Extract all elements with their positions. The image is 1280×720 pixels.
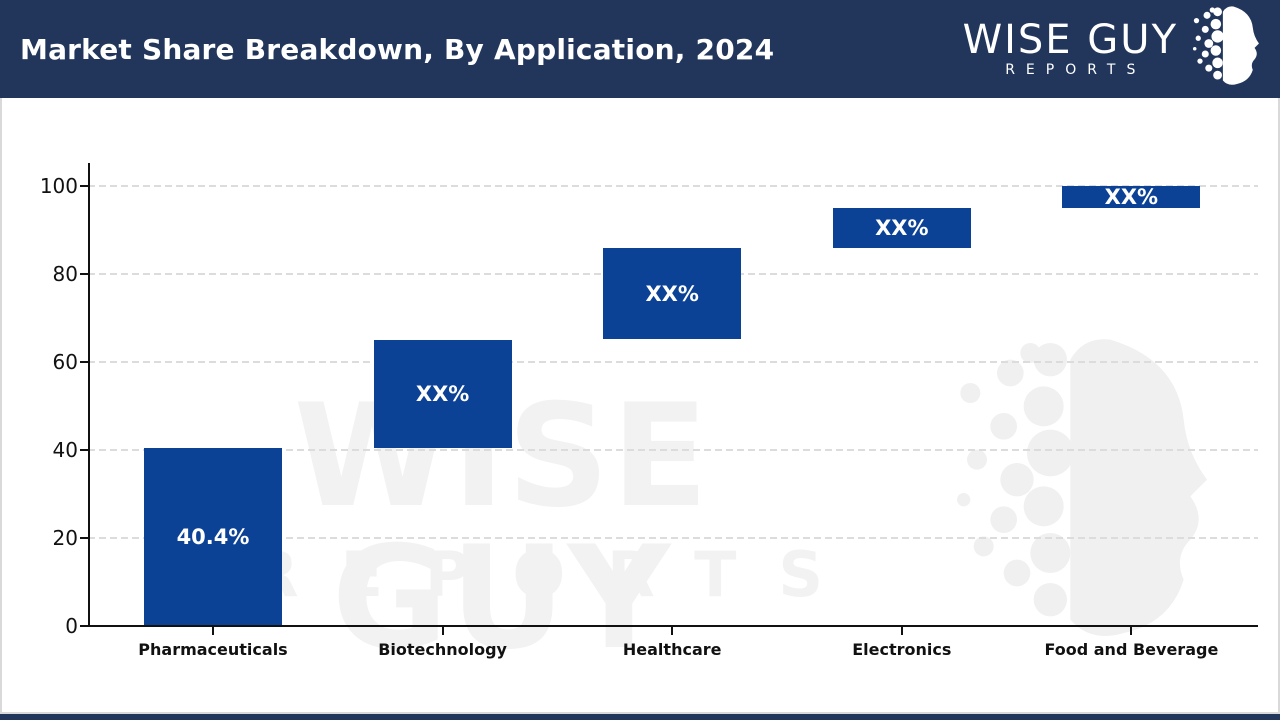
footer-bar: [0, 714, 1280, 720]
bar-label: XX%: [415, 381, 470, 406]
bar-label: XX%: [875, 215, 929, 240]
y-tick-mark: [80, 536, 88, 539]
x-tick-label: Healthcare: [622, 640, 722, 659]
watermark-brand-text: WISE GUY: [293, 374, 711, 681]
x-tick-mark: [671, 627, 674, 635]
y-tick-mark: [80, 272, 88, 275]
brand-logo-text: WISE GUY REPORTS: [963, 20, 1178, 78]
gridline: [88, 536, 1258, 539]
x-tick-label: Food and Beverage: [1044, 640, 1219, 659]
x-tick-mark: [900, 627, 903, 635]
page-title: Market Share Breakdown, By Application, …: [20, 32, 775, 66]
brand-name: WISE GUY: [962, 17, 1178, 63]
x-tick-label: Pharmaceuticals: [138, 640, 288, 659]
y-tick-mark: [80, 360, 88, 363]
y-tick-mark: [80, 448, 88, 451]
bar-label: 40.4%: [176, 524, 250, 549]
x-tick-label: Electronics: [852, 640, 952, 659]
x-tick-label: Biotechnology: [378, 640, 507, 659]
bar-label: XX%: [1104, 184, 1159, 209]
chart-area: WISE GUY REPORTS 0 20 40 60 80 100 40.4% Pharma…: [0, 98, 1280, 714]
gridline: [88, 360, 1258, 363]
x-tick-mark: [441, 627, 444, 635]
y-tick-label: 100: [39, 173, 78, 198]
bar-label: XX%: [645, 281, 699, 306]
x-tick-mark: [1130, 627, 1133, 635]
watermark-reports-text: REPORTS: [250, 538, 866, 611]
bar: [1062, 185, 1201, 208]
gridline: [88, 448, 1258, 451]
y-tick-label: 80: [52, 261, 78, 286]
bar: [832, 207, 971, 249]
y-tick-label: 0: [65, 613, 78, 638]
y-axis-line: [88, 163, 90, 627]
bottom-border-line: [0, 712, 1280, 714]
x-tick-mark: [212, 627, 214, 635]
y-tick-label: 40: [52, 437, 78, 462]
y-tick-mark: [80, 184, 88, 187]
header-bar: Market Share Breakdown, By Application, …: [0, 0, 1280, 98]
y-tick-mark: [80, 624, 88, 627]
bar: [373, 339, 512, 448]
dotted-head-logo-icon: [1182, 3, 1262, 95]
brand-logo: WISE GUY REPORTS: [963, 3, 1280, 95]
y-tick-label: 60: [52, 349, 78, 374]
gridline: [88, 184, 1258, 187]
watermark-head-icon: [917, 283, 1217, 707]
brand-subname: REPORTS: [1005, 62, 1147, 78]
x-axis-line: [88, 625, 1258, 627]
y-tick-label: 20: [52, 525, 78, 550]
bar: [144, 447, 282, 626]
bar: [603, 248, 742, 340]
